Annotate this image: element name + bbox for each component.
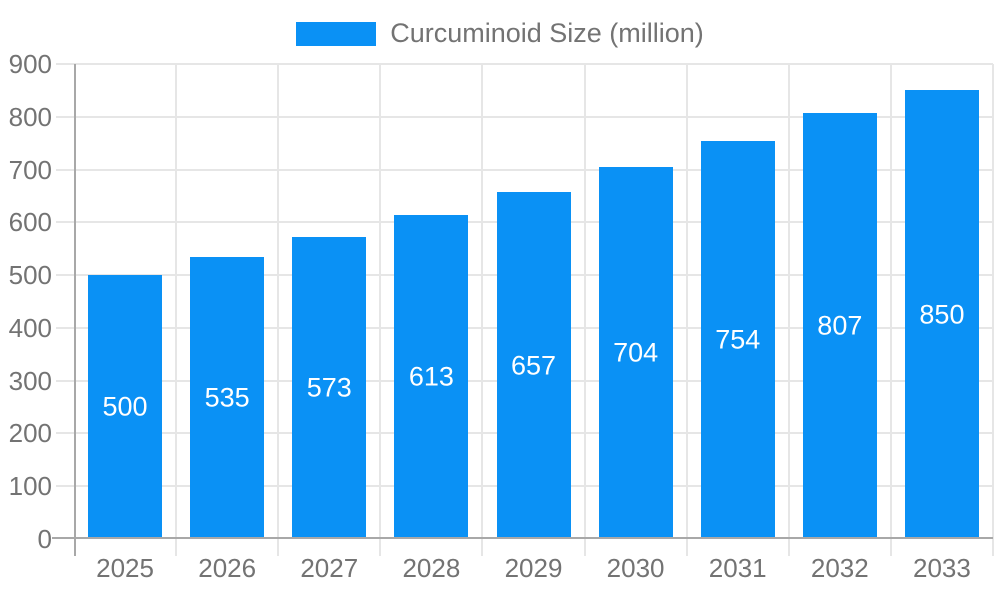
legend: Curcuminoid Size (million) bbox=[0, 18, 1000, 49]
gridline-horizontal bbox=[56, 63, 993, 65]
y-tick-label: 400 bbox=[8, 312, 52, 343]
y-tick-label: 800 bbox=[8, 101, 52, 132]
bar: 754 bbox=[700, 141, 775, 539]
bar: 704 bbox=[598, 167, 673, 539]
bar: 573 bbox=[292, 236, 367, 539]
gridline-horizontal bbox=[56, 115, 993, 118]
x-axis-line bbox=[52, 537, 993, 539]
bar-value-label: 807 bbox=[817, 310, 863, 341]
x-tick-label: 2030 bbox=[606, 553, 665, 583]
gridline-vertical bbox=[685, 64, 688, 556]
bar: 657 bbox=[496, 192, 571, 539]
legend-label: Curcuminoid Size (million) bbox=[390, 18, 704, 48]
x-tick-label: 2028 bbox=[402, 553, 461, 583]
y-tick-label: 500 bbox=[8, 260, 52, 291]
bar-value-label: 573 bbox=[306, 372, 352, 403]
gridline-vertical bbox=[992, 64, 994, 556]
x-tick-label: 2031 bbox=[708, 553, 767, 583]
y-tick-label: 100 bbox=[8, 471, 52, 502]
bar-value-label: 500 bbox=[102, 391, 148, 422]
x-tick-label: 2027 bbox=[300, 553, 359, 583]
x-tick-label: 2033 bbox=[913, 553, 971, 583]
y-tick-label: 900 bbox=[8, 49, 52, 79]
bar-value-label: 754 bbox=[715, 324, 761, 355]
x-tick-label: 2025 bbox=[96, 553, 154, 583]
x-tick-label: 2032 bbox=[810, 553, 869, 583]
y-tick-label: 700 bbox=[8, 154, 52, 185]
gridline-horizontal bbox=[56, 168, 993, 171]
bar-value-label: 613 bbox=[408, 361, 454, 392]
bar: 807 bbox=[802, 113, 877, 539]
y-axis-line bbox=[74, 64, 76, 556]
bar: 850 bbox=[904, 90, 979, 539]
bar-value-label: 704 bbox=[613, 337, 659, 368]
gridline-vertical bbox=[277, 64, 280, 556]
x-tick-label: 2029 bbox=[504, 553, 563, 583]
y-tick-label: 200 bbox=[8, 418, 52, 449]
legend-swatch bbox=[296, 21, 377, 46]
bar: 613 bbox=[394, 215, 469, 539]
y-tick-label: 600 bbox=[8, 207, 52, 238]
bar-value-label: 657 bbox=[510, 350, 557, 381]
bar-value-label: 535 bbox=[204, 382, 250, 413]
gridline-vertical bbox=[889, 64, 892, 556]
y-tick-label: 0 bbox=[37, 524, 52, 554]
plot-area: 0 100 200 300 400 500 600 700 800 900 500 535 573 613… bbox=[9, 49, 994, 583]
bar: 535 bbox=[190, 256, 265, 539]
gridline-vertical bbox=[583, 64, 586, 556]
gridline-vertical bbox=[481, 64, 484, 556]
bar: 500 bbox=[88, 275, 163, 539]
x-tick-label: 2026 bbox=[198, 553, 257, 583]
bar-value-label: 850 bbox=[919, 299, 965, 330]
gridline-vertical bbox=[379, 64, 382, 556]
y-tick-label: 300 bbox=[8, 365, 52, 396]
gridline-vertical bbox=[787, 64, 790, 556]
gridline-vertical bbox=[175, 64, 178, 556]
